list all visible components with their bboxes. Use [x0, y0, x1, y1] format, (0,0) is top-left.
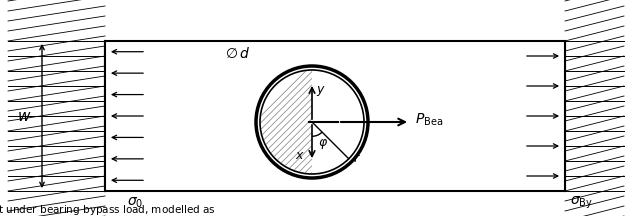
Text: $\varnothing\, d$: $\varnothing\, d$ [226, 46, 251, 62]
Text: $x$: $x$ [295, 149, 305, 162]
Text: $P_{\mathrm{Bea}}$: $P_{\mathrm{Bea}}$ [415, 112, 443, 128]
Text: $r$: $r$ [353, 152, 360, 165]
Text: $w$: $w$ [17, 108, 31, 124]
Text: $\mathbf{Figure\ 1}$   Bolted joint under bearing bypass load, modelled as: $\mathbf{Figure\ 1}$ Bolted joint under … [0, 203, 216, 216]
Text: $\sigma_0$: $\sigma_0$ [127, 196, 143, 210]
Text: $\sigma_{\mathrm{By}}$: $\sigma_{\mathrm{By}}$ [570, 195, 593, 211]
Bar [105, 41, 565, 191]
Text: $\varphi$: $\varphi$ [318, 137, 328, 151]
Text: $y$: $y$ [316, 84, 326, 98]
Wedge shape [312, 70, 363, 173]
